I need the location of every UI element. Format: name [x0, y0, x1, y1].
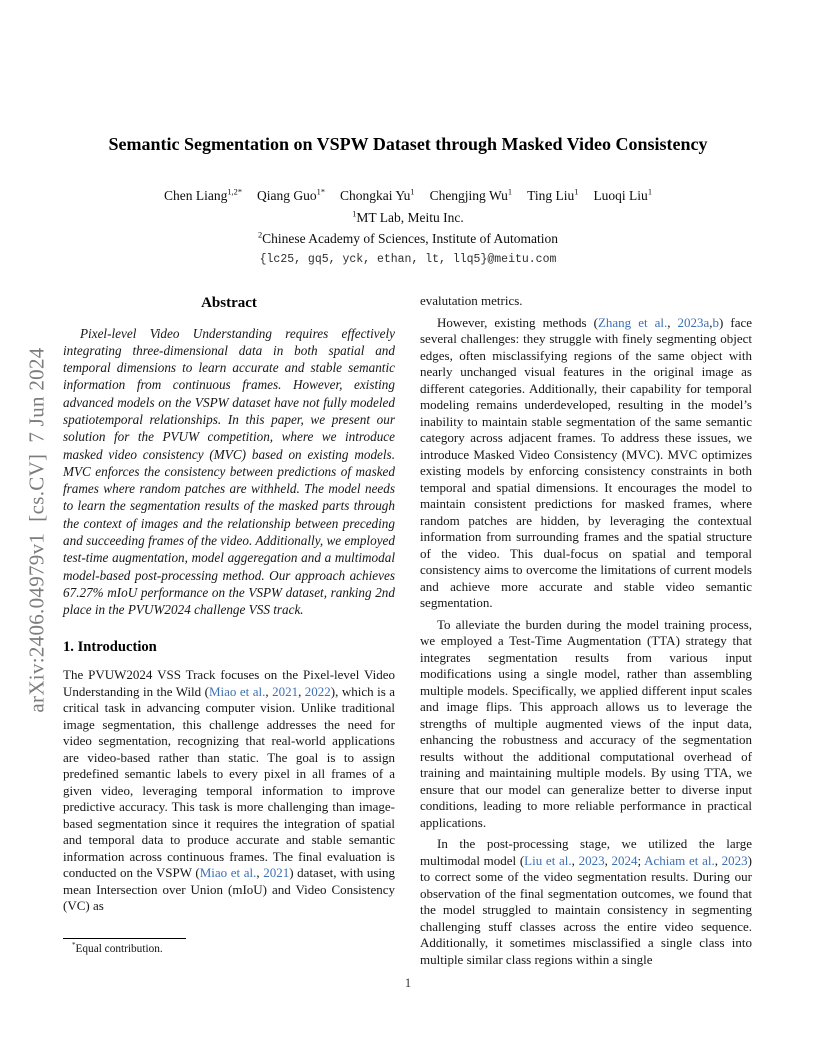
author-emails: {lc25, gq5, yck, ethan, lt, llq5}@meitu.… [259, 253, 557, 266]
text-segment: ), which is a critical task in advancing… [63, 683, 395, 881]
text-segment: MT Lab, Meitu Inc. [356, 210, 464, 225]
paragraph: However, existing methods (Zhang et al.,… [420, 315, 752, 612]
intro-paragraph: The PVUW2024 VSS Track focuses on the Pi… [63, 667, 395, 915]
paragraph-continuation: evalutation metrics. [420, 293, 523, 308]
text-segment: , [265, 683, 273, 699]
superscript: 1 [410, 187, 415, 197]
citation-link[interactable]: Miao et al. [199, 865, 257, 881]
text-segment: Chongkai Yu [340, 188, 411, 203]
text-segment: Luoqi Liu [593, 188, 648, 203]
affiliation-2: 2Chinese Academy of Sciences, Institute … [0, 231, 816, 247]
text-segment: Equal contribution. [75, 943, 163, 955]
text-segment: , [714, 852, 722, 868]
text-segment: Qiang Guo [257, 188, 317, 203]
footnote: *Equal contribution. [63, 938, 395, 955]
superscript: 1 [352, 209, 357, 219]
text-segment: ) face several challenges: they struggle… [420, 314, 753, 611]
text-segment: ; [637, 852, 645, 868]
paragraph: In the post-processing stage, we utilize… [420, 836, 752, 968]
text-segment: , [604, 852, 612, 868]
citation-link[interactable]: 2023a [677, 314, 710, 330]
text-segment: ) to correct some of the video segmentat… [420, 852, 752, 967]
text-segment: , [709, 314, 713, 330]
introduction-heading: 1. Introduction [63, 638, 157, 655]
citation-link[interactable]: Liu et al. [524, 852, 572, 868]
author-line: Chen Liang1,2* Qiang Guo1* Chongkai Yu1 Che… [0, 188, 816, 204]
left-column: Abstract Pixel-level Video Understanding… [63, 293, 395, 920]
text-segment: , [571, 852, 579, 868]
citation-link[interactable]: 2023 [721, 852, 748, 868]
citation-link[interactable]: Miao et al. [208, 683, 266, 699]
text-segment: Chen Liang [164, 188, 228, 203]
citation-link[interactable]: b [712, 314, 720, 330]
citation-link[interactable]: 2022 [304, 683, 331, 699]
superscript: 1 [507, 187, 513, 197]
text-segment: Ting Liu [527, 188, 575, 203]
superscript: 1,2* [227, 187, 243, 197]
page-number: 1 [404, 976, 412, 990]
citation-link[interactable]: 2021 [272, 683, 299, 699]
superscript: * [72, 941, 76, 950]
abstract-heading: Abstract [201, 295, 257, 311]
citation-link[interactable]: 2021 [263, 865, 290, 881]
superscript: 1 [574, 187, 579, 197]
text-segment: However, existing methods ( [437, 314, 598, 330]
paragraph: To alleviate the burden during the model… [420, 616, 752, 830]
text-segment: , [298, 683, 305, 699]
footnote-text: *Equal contribution. [63, 941, 395, 955]
arxiv-watermark: arXiv:2406.04979v1 [cs.CV] 7 Jun 2024 [24, 347, 49, 713]
text-segment: , [256, 865, 264, 881]
superscript: 2 [257, 230, 263, 240]
text-segment: , [667, 314, 678, 330]
text-segment: The PVUW2024 VSS Track focuses on the Pi… [63, 667, 395, 699]
paper-title: Semantic Segmentation on VSPW Dataset th… [108, 134, 708, 154]
abstract-text: Pixel-level Video Understanding requires… [63, 325, 395, 618]
text-segment: Chinese Academy of Sciences, Institute o… [262, 231, 558, 246]
superscript: 1 [647, 187, 652, 197]
citation-link[interactable]: Achiam et al. [644, 852, 715, 868]
text-segment: ) dataset, with using mean Intersection … [63, 865, 395, 914]
right-column: evalutation metrics. However, existing m… [420, 293, 752, 973]
footnote-divider [63, 938, 186, 939]
citation-link[interactable]: 2023 [578, 852, 605, 868]
superscript: 1* [316, 187, 325, 197]
text-segment: Chengjing Wu [429, 188, 508, 203]
citation-link[interactable]: Zhang et al. [597, 314, 668, 330]
affiliation-1: 1MT Lab, Meitu Inc. [0, 210, 816, 226]
text-segment: In the post-processing stage, we utilize… [420, 836, 752, 868]
citation-link[interactable]: 2024 [611, 852, 638, 868]
